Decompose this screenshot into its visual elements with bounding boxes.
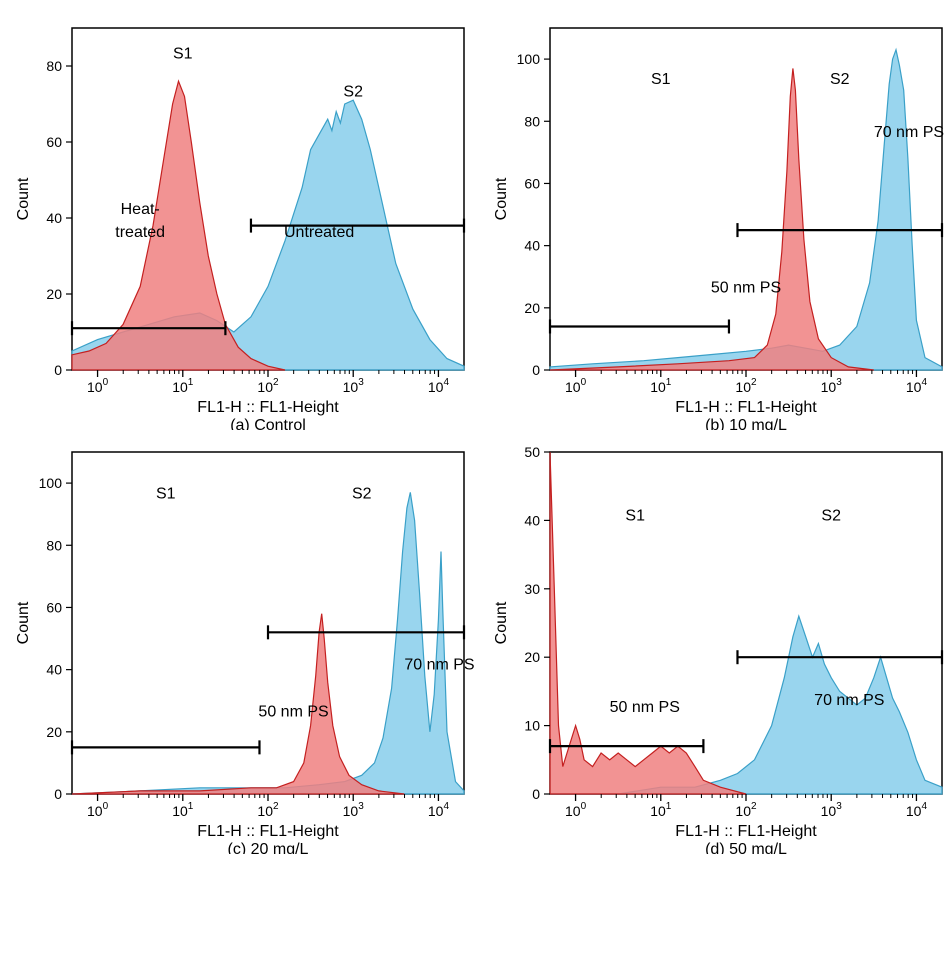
panel-caption: (d) 50 mg/L — [705, 841, 787, 854]
annotation-text: 50 nm PS — [258, 703, 328, 720]
annotation-text: 50 nm PS — [610, 699, 680, 716]
ytick-label: 60 — [524, 175, 540, 191]
series-red — [550, 452, 746, 794]
ytick-label: 40 — [524, 512, 540, 528]
series-blue — [72, 492, 464, 794]
ytick-label: 20 — [524, 649, 540, 665]
gate-marker — [72, 740, 259, 754]
ytick-label: 100 — [517, 51, 541, 67]
ytick-label: 30 — [524, 581, 540, 597]
xtick-label: 104 — [906, 377, 928, 395]
y-axis-label: Count — [15, 177, 32, 220]
ytick-label: 40 — [524, 238, 540, 254]
xtick-label: 103 — [821, 377, 843, 395]
xtick-label: 100 — [87, 377, 109, 395]
panel-c: 100 101 102 103 104 0 20 40 60 80 100 Count S1 S2 50 n… — [10, 434, 484, 854]
annotation-text: treated — [115, 224, 165, 241]
ytick-label: 20 — [46, 724, 62, 740]
annotation-text: S1 — [625, 507, 645, 524]
annotation-text: 70 nm PS — [874, 124, 944, 141]
panel-a: 100 101 102 103 104 0 20 40 60 80 Count S1 S2 Heat-tr… — [10, 10, 484, 430]
series-blue — [550, 50, 942, 370]
xtick-label: 100 — [565, 801, 587, 819]
annotation-text: S2 — [352, 486, 372, 503]
histogram-chart: 100 101 102 103 104 0 20 40 60 80 Count S1 S2 Heat-tr… — [10, 10, 476, 430]
ytick-label: 60 — [46, 134, 62, 150]
ytick-label: 50 — [524, 444, 540, 460]
panel-d: 100 101 102 103 104 0 10 20 30 40 50 Count S1 S2 50 nm… — [488, 434, 952, 854]
histogram-chart: 100 101 102 103 104 0 10 20 30 40 50 Count S1 S2 50 nm… — [488, 434, 952, 854]
ytick-label: 0 — [532, 786, 540, 802]
y-axis-label: Count — [493, 601, 510, 644]
annotation-text: S1 — [651, 71, 671, 88]
ytick-label: 20 — [524, 300, 540, 316]
ytick-label: 60 — [46, 599, 62, 615]
ytick-label: 0 — [54, 362, 62, 378]
series-red — [72, 614, 404, 794]
annotation-text: S2 — [821, 507, 841, 524]
y-axis-label: Count — [15, 601, 32, 644]
annotation-text: Heat- — [121, 201, 160, 218]
xtick-label: 101 — [650, 801, 672, 819]
ytick-label: 40 — [46, 662, 62, 678]
xtick-label: 101 — [172, 801, 194, 819]
xtick-label: 102 — [735, 801, 757, 819]
xtick-label: 100 — [565, 377, 587, 395]
ytick-label: 80 — [524, 113, 540, 129]
annotation-text: 50 nm PS — [711, 279, 781, 296]
ytick-label: 0 — [532, 362, 540, 378]
gate-marker — [268, 625, 464, 639]
xtick-label: 103 — [821, 801, 843, 819]
annotation-text: Untreated — [284, 224, 354, 241]
panel-b: 100 101 102 103 104 0 20 40 60 80 100 Count S1 S2 50 n… — [488, 10, 952, 430]
histogram-chart: 100 101 102 103 104 0 20 40 60 80 100 Count S1 S2 50 n… — [488, 10, 952, 430]
xtick-label: 103 — [343, 801, 365, 819]
histogram-grid: 100101102103104020406080CountS1S2Heat-tr… — [10, 10, 952, 854]
ytick-label: 100 — [39, 475, 63, 491]
panel-caption: (c) 20 mg/L — [228, 841, 309, 854]
x-axis-label: FL1-H :: FL1-Height — [675, 823, 817, 840]
xtick-label: 100 — [87, 801, 109, 819]
xtick-label: 101 — [172, 377, 194, 395]
annotation-text: S2 — [343, 83, 363, 100]
x-axis-label: FL1-H :: FL1-Height — [675, 399, 817, 416]
xtick-label: 104 — [428, 377, 450, 395]
xtick-label: 104 — [428, 801, 450, 819]
gate-marker — [550, 319, 729, 333]
annotation-text: 70 nm PS — [814, 692, 884, 709]
y-axis-label: Count — [493, 177, 510, 220]
panel-caption: (b) 10 mg/L — [705, 417, 787, 430]
ytick-label: 20 — [46, 286, 62, 302]
series-red — [550, 68, 874, 370]
annotation-text: 70 nm PS — [404, 657, 474, 674]
ytick-label: 0 — [54, 786, 62, 802]
panel-caption: (a) Control — [230, 417, 306, 430]
xtick-label: 102 — [257, 377, 279, 395]
x-axis-label: FL1-H :: FL1-Height — [197, 823, 339, 840]
xtick-label: 102 — [257, 801, 279, 819]
ytick-label: 40 — [46, 210, 62, 226]
xtick-label: 104 — [906, 801, 928, 819]
histogram-chart: 100 101 102 103 104 0 20 40 60 80 100 Count S1 S2 50 n… — [10, 434, 476, 854]
gate-marker — [737, 650, 942, 664]
annotation-text: S1 — [173, 45, 193, 62]
x-axis-label: FL1-H :: FL1-Height — [197, 399, 339, 416]
ytick-label: 80 — [46, 58, 62, 74]
annotation-text: S1 — [156, 486, 176, 503]
xtick-label: 102 — [735, 377, 757, 395]
ytick-label: 80 — [46, 537, 62, 553]
ytick-label: 10 — [524, 718, 540, 734]
xtick-label: 103 — [343, 377, 365, 395]
annotation-text: S2 — [830, 71, 850, 88]
xtick-label: 101 — [650, 377, 672, 395]
